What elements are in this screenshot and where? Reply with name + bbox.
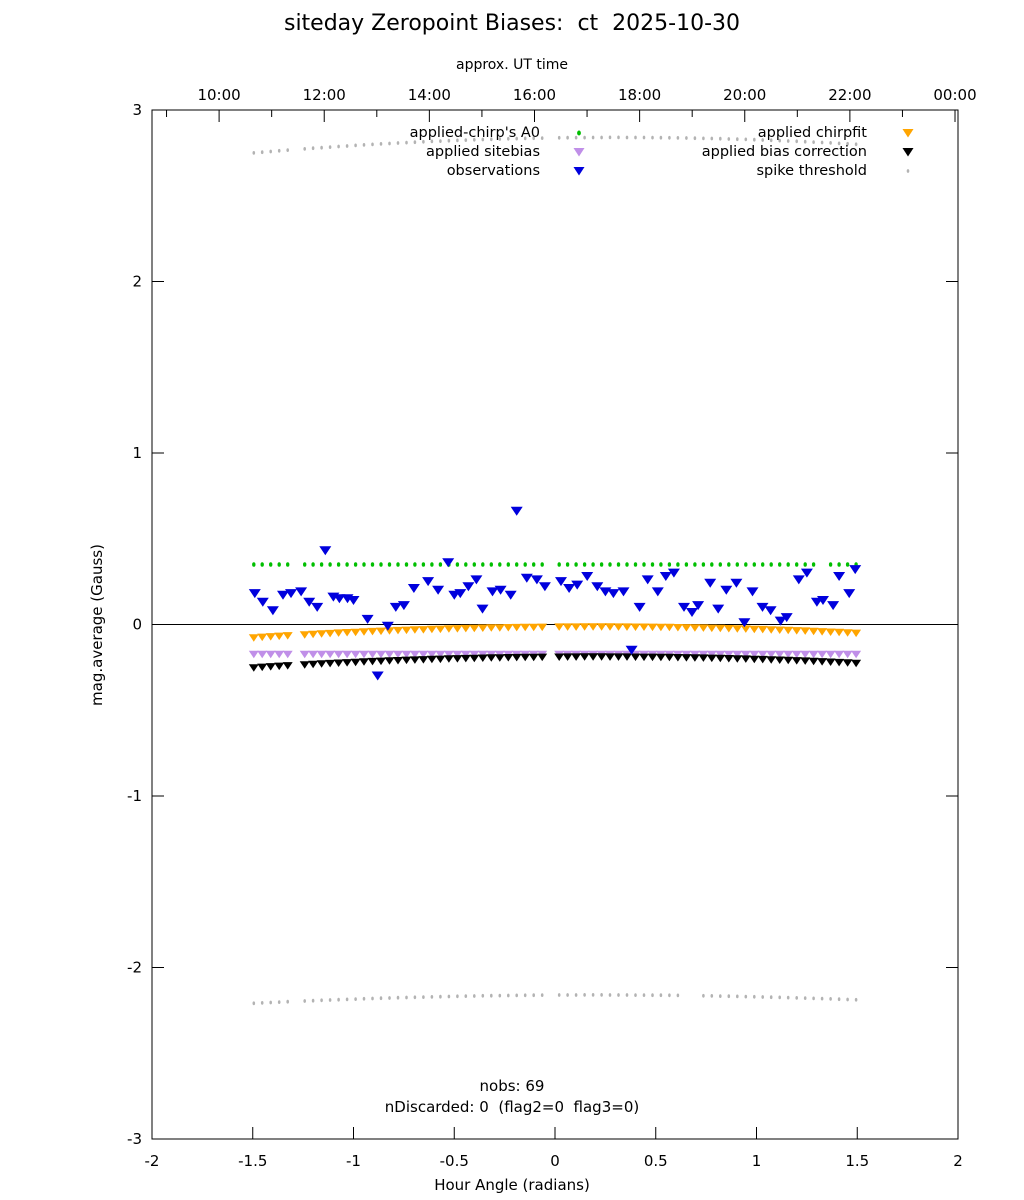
ut-tick-label: 14:00 — [408, 86, 451, 104]
x-tick-label: -2 — [145, 1152, 160, 1170]
y-tick-label: -2 — [127, 959, 142, 977]
legend-label-observations: observations — [446, 163, 540, 179]
legend-row-3: observations spike threshold — [0, 161, 1024, 181]
chart-title: siteday Zeropoint Biases: ct 2025-10-30 — [283, 11, 741, 36]
y-tick-label: -3 — [127, 1130, 142, 1148]
series-applied-bias-correction — [248, 653, 862, 672]
gray-dot-icon — [900, 164, 916, 178]
x-axis-ticks: -2 -1.5 -1 -0.5 0 0.5 1 1.5 2 — [145, 1127, 963, 1170]
legend-label-spike-threshold: spike threshold — [756, 163, 868, 179]
series-applied-chirps-a0 — [252, 562, 858, 567]
legend-row-2: applied sitebias applied bias correction — [0, 142, 1024, 162]
green-dot-icon — [571, 126, 587, 140]
legend-row-1: applied-chirp's A0 applied chirpfit — [0, 123, 1024, 143]
y-tick-label: 0 — [132, 616, 142, 634]
y-axis-ticks: -3 -2 -1 0 1 2 3 — [127, 101, 958, 1148]
orange-triangle-icon — [900, 126, 916, 140]
ndiscarded-annotation: nDiscarded: 0 (flag2=0 flag3=0) — [384, 1098, 640, 1116]
nobs-annotation: nobs: 69 — [479, 1077, 545, 1095]
y-tick-label: 2 — [132, 273, 142, 291]
legend-label-applied-bias-correction: applied bias correction — [701, 144, 867, 160]
black-triangle-icon — [900, 145, 916, 159]
ut-tick-label: 00:00 — [933, 86, 976, 104]
x-axis-title: Hour Angle (radians) — [434, 1176, 590, 1194]
y-tick-label: 1 — [132, 444, 142, 462]
y-tick-label: 3 — [132, 101, 142, 119]
ut-axis-title: approx. UT time — [456, 57, 568, 73]
x-tick-label: -0.5 — [440, 1152, 469, 1170]
series-spike-threshold — [252, 135, 858, 1006]
series-observations — [248, 506, 862, 681]
legend-label-applied-chirps-a0: applied-chirp's A0 — [409, 125, 540, 141]
ut-tick-label: 10:00 — [197, 86, 240, 104]
ut-tick-label: 22:00 — [828, 86, 871, 104]
x-tick-label: 0.5 — [644, 1152, 668, 1170]
x-tick-label: -1.5 — [238, 1152, 267, 1170]
violet-triangle-icon — [571, 145, 587, 159]
series-applied-chirpfit — [248, 623, 862, 642]
blue-triangle-icon — [571, 164, 587, 178]
ut-tick-label: 16:00 — [513, 86, 556, 104]
y-tick-label: -1 — [127, 787, 142, 805]
legend-label-applied-chirpfit: applied chirpfit — [757, 125, 867, 141]
ut-tick-label: 20:00 — [723, 86, 766, 104]
ut-axis-ticks: 10:00 12:00 14:00 16:00 18:00 20:00 22:00 00:00 — [166, 86, 977, 122]
y-axis-title: mag.average (Gauss) — [88, 544, 106, 706]
legend-label-applied-sitebias: applied sitebias — [426, 144, 540, 160]
ut-tick-label: 12:00 — [303, 86, 346, 104]
x-tick-label: 1 — [752, 1152, 762, 1170]
x-tick-label: 2 — [953, 1152, 963, 1170]
ut-tick-label: 18:00 — [618, 86, 661, 104]
x-tick-label: 1.5 — [845, 1152, 869, 1170]
x-tick-label: -1 — [346, 1152, 361, 1170]
x-tick-label: 0 — [550, 1152, 560, 1170]
